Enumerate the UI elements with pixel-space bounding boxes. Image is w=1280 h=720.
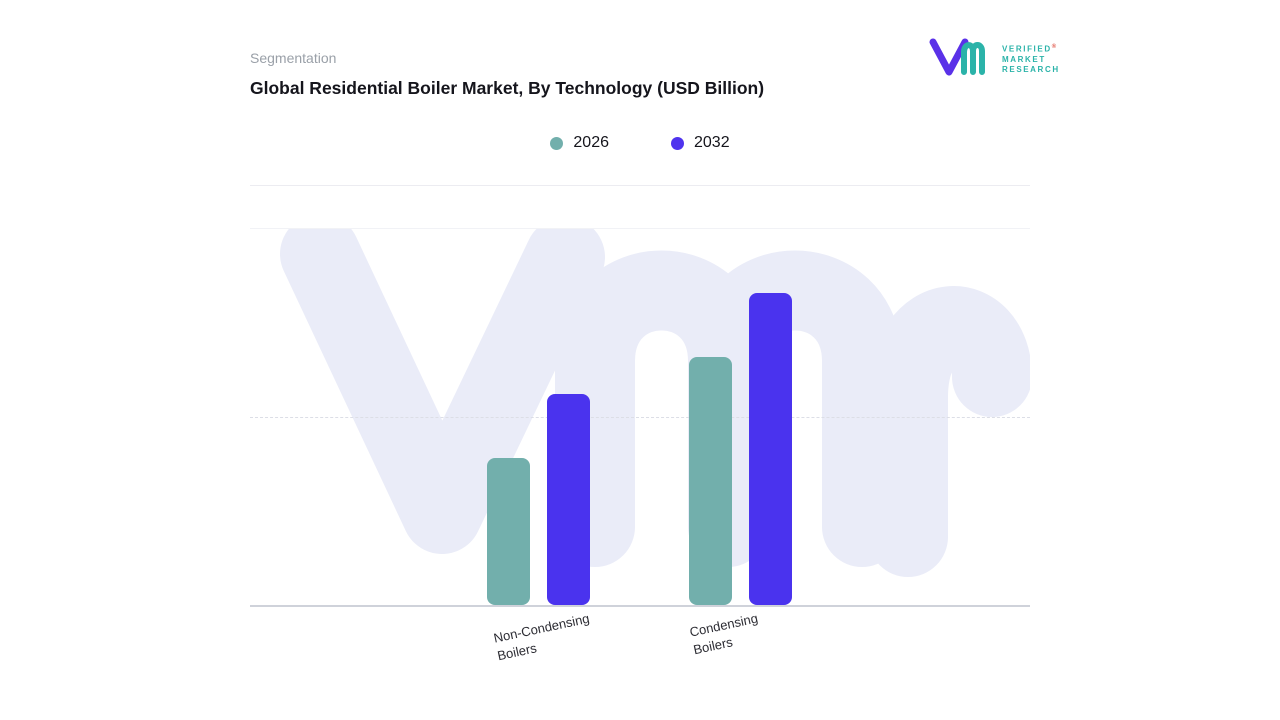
brand-logo: VERIFIED® MARKET RESEARCH (928, 36, 1060, 78)
header-divider (250, 185, 1030, 186)
chart-legend: 2026 2032 (250, 134, 1030, 152)
gridline-middle (250, 417, 1030, 418)
brand-wordmark: VERIFIED® MARKET RESEARCH (1002, 42, 1060, 75)
registered-mark: ® (1051, 44, 1057, 50)
section-eyebrow: Segmentation (250, 50, 337, 66)
brand-word-market: MARKET (1002, 54, 1046, 64)
bar-2032-condensing-boilers (749, 293, 792, 605)
brand-word-research: RESEARCH (1002, 64, 1060, 74)
legend-item-2026: 2026 (550, 134, 609, 152)
bar-2026-condensing-boilers (689, 357, 732, 605)
axis-label-condensing-boilers: Condensing Boilers (688, 610, 760, 657)
legend-dot-2026-icon (550, 136, 564, 150)
bar-group-non-condensing (487, 394, 590, 605)
legend-item-2032: 2032 (671, 134, 730, 152)
vmr-watermark-icon (280, 229, 1030, 577)
brand-word-verified: VERIFIED® (1002, 44, 1057, 54)
legend-label-2032: 2032 (694, 134, 730, 151)
legend-label-2026: 2026 (573, 134, 609, 151)
page-title: Global Residential Boiler Market, By Tec… (250, 78, 765, 98)
bar-2026-non-condensing-boilers (487, 458, 530, 605)
chart-plot-area (250, 228, 1030, 607)
legend-dot-2032-icon (671, 136, 684, 150)
bar-2032-non-condensing-boilers (547, 394, 590, 605)
axis-label-non-condensing-boilers: Non-Condensing Boilers (492, 610, 591, 663)
vmr-monogram-icon (929, 38, 985, 76)
bar-group-condensing (689, 293, 792, 605)
